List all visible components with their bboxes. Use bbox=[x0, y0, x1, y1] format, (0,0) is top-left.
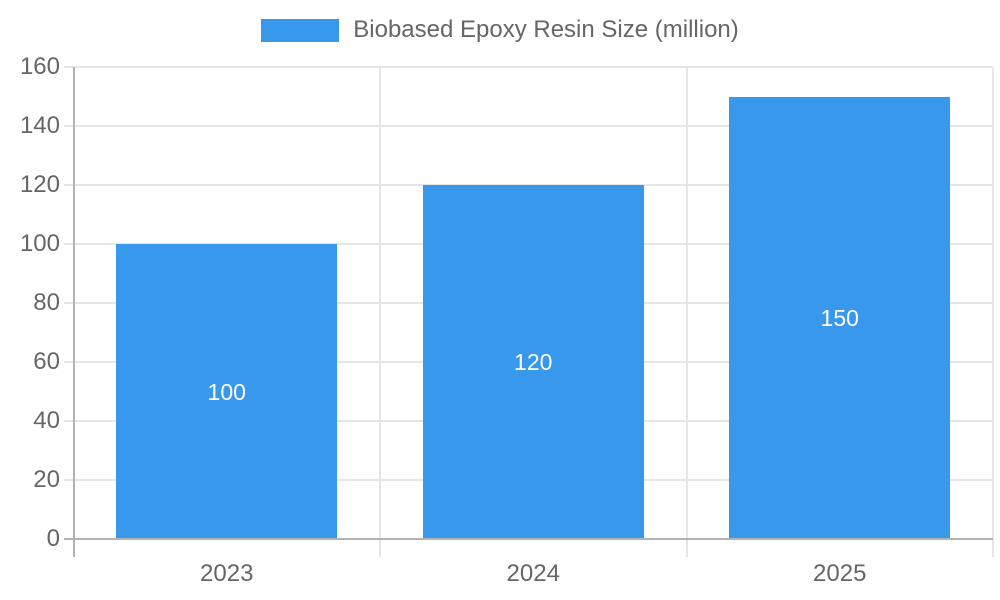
bar-value-label: 120 bbox=[514, 349, 553, 375]
y-axis-tick-label: 160 bbox=[19, 53, 60, 80]
x-axis-line bbox=[64, 538, 993, 540]
y-axis-line bbox=[72, 67, 75, 557]
x-gridline bbox=[379, 67, 381, 557]
x-gridline bbox=[992, 67, 994, 557]
x-axis-tick-label: 2025 bbox=[813, 560, 867, 587]
legend-swatch bbox=[261, 18, 340, 42]
y-axis-tick-label: 80 bbox=[33, 289, 60, 316]
legend-label: Biobased Epoxy Resin Size (million) bbox=[353, 16, 739, 43]
x-gridline bbox=[685, 67, 688, 557]
bar-value-label: 150 bbox=[820, 304, 859, 331]
y-axis-tick-label: 40 bbox=[33, 407, 60, 434]
y-axis-tick-label: 100 bbox=[19, 230, 60, 257]
x-axis-tick-label: 2024 bbox=[506, 560, 560, 587]
bar[interactable] bbox=[116, 244, 338, 539]
y-gridline bbox=[64, 66, 993, 68]
bar-value-label: 100 bbox=[207, 378, 246, 405]
y-axis-tick-label: 140 bbox=[19, 112, 60, 139]
y-axis-tick-label: 120 bbox=[19, 171, 60, 198]
legend[interactable]: Biobased Epoxy Resin Size (million) bbox=[0, 16, 1000, 44]
y-gridline bbox=[64, 125, 993, 127]
bar[interactable] bbox=[729, 96, 951, 539]
y-axis-tick-label: 0 bbox=[46, 525, 60, 552]
y-axis-tick-label: 60 bbox=[33, 348, 60, 375]
x-axis-tick-label: 2023 bbox=[200, 560, 254, 587]
y-axis-tick-label: 20 bbox=[33, 466, 60, 493]
bar[interactable] bbox=[422, 185, 644, 539]
